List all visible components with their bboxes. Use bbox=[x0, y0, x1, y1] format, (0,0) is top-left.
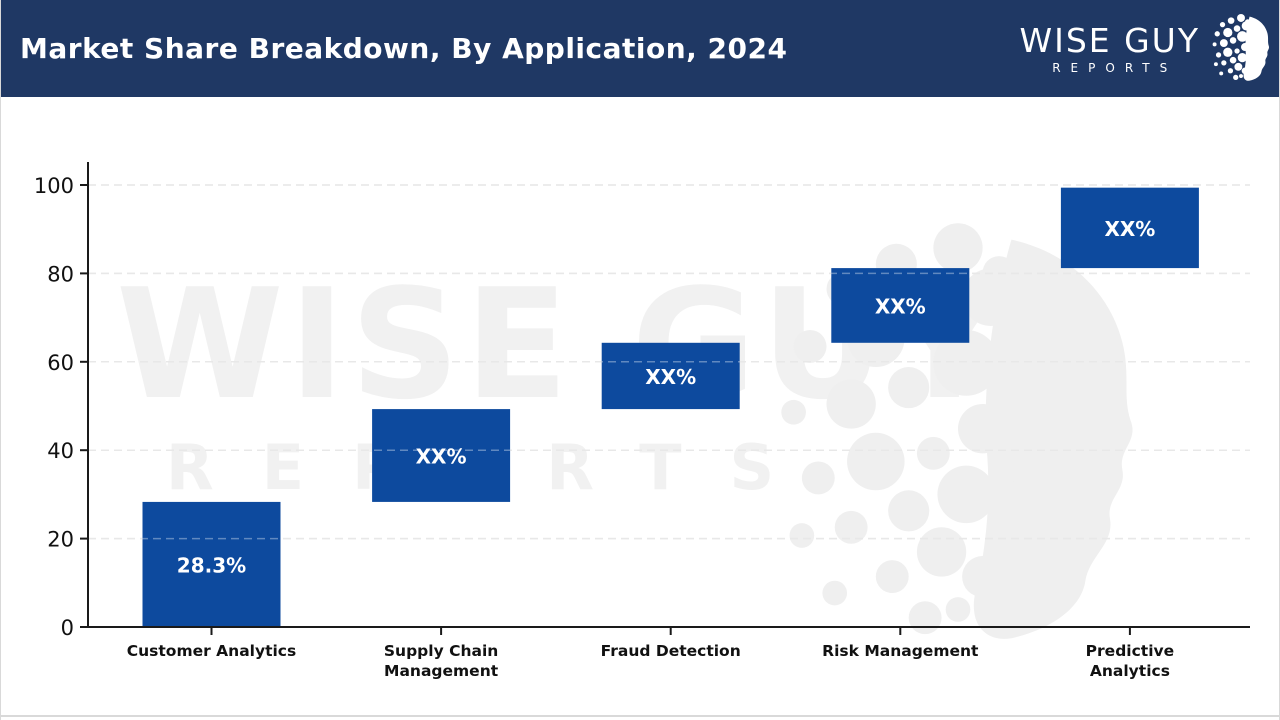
report-header: Market Share Breakdown, By Application, … bbox=[0, 0, 1280, 97]
x-tick-label: Predictive bbox=[1086, 642, 1174, 660]
waterfall-bar-chart: 0 20 40 60 80 100 Customer Analytics Supply Cha… bbox=[34, 162, 1250, 680]
y-tick-label: 0 bbox=[61, 616, 74, 640]
chart-title: Market Share Breakdown, By Application, … bbox=[20, 32, 788, 65]
dotted-head-logo-icon bbox=[1212, 13, 1270, 81]
logo-wordmark: WISE GUY bbox=[1019, 20, 1200, 60]
bar-value-label: XX% bbox=[416, 445, 467, 469]
y-tick-label: 20 bbox=[47, 528, 74, 552]
page-bottom-rule bbox=[0, 715, 1280, 717]
bar bbox=[601, 342, 740, 410]
logo-subtext: REPORTS bbox=[1052, 60, 1178, 75]
y-tick-label: 80 bbox=[47, 262, 74, 286]
bar-value-label: XX% bbox=[645, 365, 696, 389]
y-tick-label: 100 bbox=[34, 174, 74, 198]
x-tick-label: Analytics bbox=[1090, 662, 1170, 680]
bar-value-label: 28.3% bbox=[177, 553, 246, 577]
x-tick-label: Supply Chain bbox=[384, 642, 498, 660]
bar-value-label: XX% bbox=[1104, 217, 1155, 241]
x-tick-label: Risk Management bbox=[822, 642, 979, 660]
y-tick-label: 60 bbox=[47, 351, 74, 375]
x-tick-label: Management bbox=[384, 662, 499, 680]
bar bbox=[831, 268, 970, 343]
logo-text: WISE GUY REPORTS bbox=[1019, 24, 1200, 74]
wise-guy-logo: WISE GUY REPORTS bbox=[1019, 7, 1280, 91]
bar bbox=[142, 501, 281, 627]
x-tick-label: Customer Analytics bbox=[127, 642, 296, 660]
bar-value-label: XX% bbox=[875, 294, 926, 318]
bar bbox=[372, 409, 511, 502]
page-left-edge bbox=[0, 0, 1, 720]
bar bbox=[1060, 187, 1199, 269]
x-tick-label: Fraud Detection bbox=[601, 642, 741, 660]
y-tick-label: 40 bbox=[47, 439, 74, 463]
